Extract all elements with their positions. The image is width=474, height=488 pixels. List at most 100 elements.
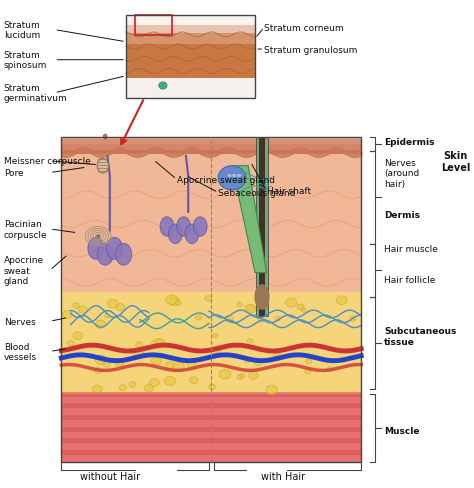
Ellipse shape xyxy=(273,353,283,361)
Text: Stratum
germinativum: Stratum germinativum xyxy=(4,84,67,103)
Ellipse shape xyxy=(170,298,180,306)
Bar xyxy=(61,392,361,397)
Ellipse shape xyxy=(151,357,161,366)
Ellipse shape xyxy=(266,386,278,395)
Ellipse shape xyxy=(177,217,191,237)
Bar xyxy=(126,16,255,99)
Polygon shape xyxy=(255,285,269,309)
Bar xyxy=(126,26,255,34)
Ellipse shape xyxy=(159,82,167,90)
Bar xyxy=(256,137,267,317)
Ellipse shape xyxy=(247,339,253,344)
Ellipse shape xyxy=(104,314,109,318)
Ellipse shape xyxy=(63,311,73,319)
Ellipse shape xyxy=(213,334,218,338)
Ellipse shape xyxy=(236,174,242,178)
Ellipse shape xyxy=(103,361,110,367)
Ellipse shape xyxy=(225,316,233,323)
Ellipse shape xyxy=(155,339,165,347)
Ellipse shape xyxy=(190,377,198,384)
Bar xyxy=(61,292,361,394)
Polygon shape xyxy=(218,166,246,191)
Ellipse shape xyxy=(227,174,233,178)
Ellipse shape xyxy=(185,224,199,244)
Ellipse shape xyxy=(136,342,143,348)
Text: Apocrine
sweat
gland: Apocrine sweat gland xyxy=(4,256,44,285)
Ellipse shape xyxy=(116,244,132,265)
Ellipse shape xyxy=(232,174,237,178)
Bar xyxy=(61,415,361,420)
Ellipse shape xyxy=(160,217,174,237)
Ellipse shape xyxy=(108,300,118,308)
Ellipse shape xyxy=(166,295,177,305)
Text: Subcutaneous
tissue: Subcutaneous tissue xyxy=(384,326,456,346)
Bar xyxy=(61,427,361,432)
Ellipse shape xyxy=(187,361,196,368)
Ellipse shape xyxy=(211,350,218,355)
Text: without Hair: without Hair xyxy=(80,471,140,481)
Ellipse shape xyxy=(209,385,216,390)
Text: Pore: Pore xyxy=(4,169,23,178)
Bar xyxy=(61,152,361,292)
Text: Skin
Level: Skin Level xyxy=(441,151,471,172)
Ellipse shape xyxy=(168,224,182,244)
Text: Sebaceous gland: Sebaceous gland xyxy=(218,188,296,198)
Ellipse shape xyxy=(96,235,100,238)
Bar xyxy=(135,16,172,36)
Text: with Hair: with Hair xyxy=(261,471,305,481)
Ellipse shape xyxy=(88,238,104,260)
Ellipse shape xyxy=(92,385,102,393)
Ellipse shape xyxy=(248,371,258,380)
Ellipse shape xyxy=(337,296,347,305)
Ellipse shape xyxy=(219,370,231,379)
Bar xyxy=(126,16,255,26)
Text: Nerves
(around
hair): Nerves (around hair) xyxy=(384,159,419,188)
Ellipse shape xyxy=(245,359,250,363)
Bar xyxy=(259,137,265,317)
Text: Hair follicle: Hair follicle xyxy=(384,276,436,285)
Polygon shape xyxy=(232,166,267,273)
Ellipse shape xyxy=(305,369,311,374)
Bar xyxy=(61,150,361,154)
Bar xyxy=(61,137,361,144)
Ellipse shape xyxy=(173,362,184,371)
Bar xyxy=(61,394,361,462)
Ellipse shape xyxy=(78,306,87,314)
Ellipse shape xyxy=(245,305,255,314)
Bar xyxy=(126,34,255,45)
Ellipse shape xyxy=(327,367,333,372)
Ellipse shape xyxy=(68,341,74,346)
Ellipse shape xyxy=(133,349,144,357)
Ellipse shape xyxy=(95,355,107,365)
Ellipse shape xyxy=(116,304,125,311)
Ellipse shape xyxy=(152,339,163,348)
Ellipse shape xyxy=(275,317,281,321)
Bar xyxy=(61,404,361,408)
Text: Stratum granulosum: Stratum granulosum xyxy=(264,45,358,54)
Bar xyxy=(61,137,361,152)
Text: Stratum
spinosum: Stratum spinosum xyxy=(4,51,47,70)
Bar xyxy=(126,45,255,79)
Text: Blood
vessels: Blood vessels xyxy=(4,342,37,362)
Ellipse shape xyxy=(195,315,201,320)
Ellipse shape xyxy=(97,244,113,265)
Text: Nerves: Nerves xyxy=(4,317,36,326)
Ellipse shape xyxy=(247,305,255,311)
Ellipse shape xyxy=(150,379,159,386)
Text: Stratum
lucidum: Stratum lucidum xyxy=(4,21,40,40)
Ellipse shape xyxy=(258,317,264,323)
Ellipse shape xyxy=(164,377,176,386)
Ellipse shape xyxy=(193,217,207,237)
Ellipse shape xyxy=(237,303,242,307)
Ellipse shape xyxy=(144,385,154,392)
Bar xyxy=(126,16,255,99)
Ellipse shape xyxy=(286,299,297,307)
Ellipse shape xyxy=(115,360,124,366)
Text: Dermis: Dermis xyxy=(384,210,420,220)
Ellipse shape xyxy=(96,320,106,328)
Ellipse shape xyxy=(106,238,122,260)
Ellipse shape xyxy=(301,308,306,312)
Ellipse shape xyxy=(129,382,136,387)
Bar xyxy=(61,450,361,455)
Ellipse shape xyxy=(350,316,356,322)
